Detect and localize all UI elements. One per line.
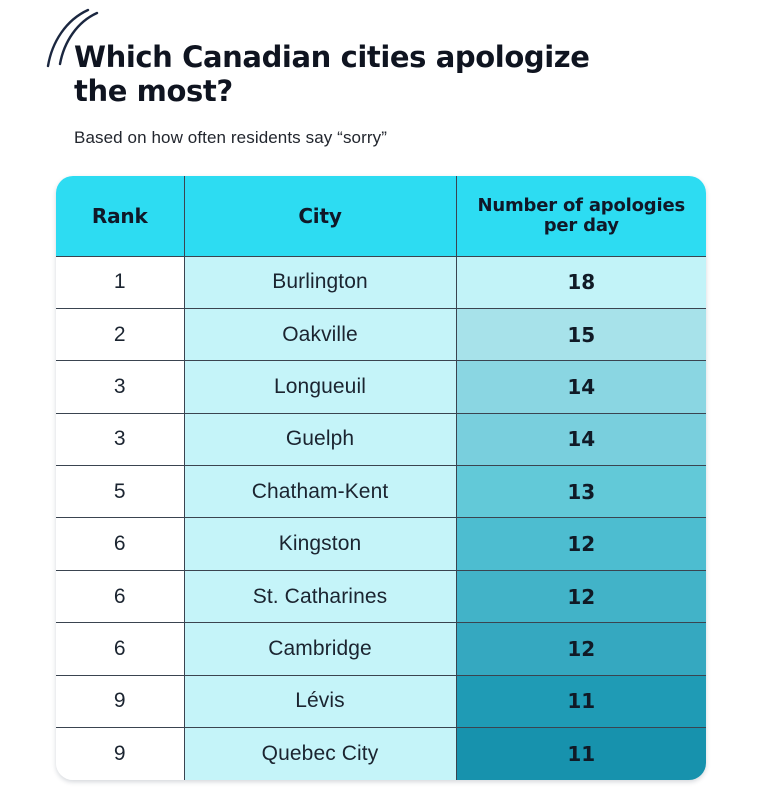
cell-city: Quebec City (184, 727, 457, 780)
cell-rank: 3 (56, 412, 185, 466)
cell-rank: 5 (56, 465, 185, 518)
cell-rank: 6 (56, 569, 185, 623)
table-row: 5 Chatham-Kent 13 (56, 465, 706, 518)
table-row: 6 St. Catharines 12 (56, 569, 706, 623)
table-row: 1 Burlington 18 (56, 255, 706, 309)
cell-number: 12 (456, 622, 706, 676)
table-body: 1 Burlington 18 2 Oakville 15 3 Longueuil 14 3 Gue… (56, 255, 706, 780)
cell-rank: 1 (56, 255, 185, 309)
cell-number: 13 (456, 465, 706, 518)
swoosh-decoration-icon (44, 8, 116, 68)
cell-city: Kingston (184, 517, 457, 571)
cell-number: 11 (456, 674, 706, 728)
cell-number: 14 (456, 360, 706, 414)
cell-number: 11 (456, 727, 706, 780)
table-row: 3 Guelph 14 (56, 412, 706, 466)
column-header-rank: Rank (56, 176, 185, 256)
page-subtitle: Based on how often residents say “sorry” (74, 128, 387, 148)
cell-rank: 6 (56, 622, 185, 676)
table-row: 9 Lévis 11 (56, 674, 706, 728)
table-row: 6 Cambridge 12 (56, 622, 706, 676)
page-title: Which Canadian cities apologize the most… (74, 40, 590, 109)
cell-city: Guelph (184, 412, 457, 466)
table-row: 3 Longueuil 14 (56, 360, 706, 414)
table-row: 6 Kingston 12 (56, 517, 706, 571)
cell-number: 18 (456, 255, 706, 309)
cell-rank: 9 (56, 727, 185, 780)
column-header-number: Number of apologies per day (456, 176, 706, 256)
cell-city: Longueuil (184, 360, 457, 414)
cell-city: Oakville (184, 307, 457, 361)
cell-city: Lévis (184, 674, 457, 728)
cell-city: St. Catharines (184, 569, 457, 623)
cell-number: 15 (456, 307, 706, 361)
table-header: Rank City Number of apologies per day (56, 176, 706, 256)
table-header-row: Rank City Number of apologies per day (56, 176, 706, 256)
cell-city: Cambridge (184, 622, 457, 676)
cell-city: Chatham-Kent (184, 465, 457, 518)
table-row: 2 Oakville 15 (56, 307, 706, 361)
cell-rank: 3 (56, 360, 185, 414)
cell-rank: 2 (56, 307, 185, 361)
cell-city: Burlington (184, 255, 457, 309)
table-row: 9 Quebec City 11 (56, 727, 706, 780)
cell-number: 12 (456, 517, 706, 571)
cell-number: 12 (456, 569, 706, 623)
cell-number: 14 (456, 412, 706, 466)
cell-rank: 6 (56, 517, 185, 571)
column-header-city: City (184, 176, 457, 256)
cell-rank: 9 (56, 674, 185, 728)
header-block: Which Canadian cities apologize the most… (74, 40, 714, 148)
